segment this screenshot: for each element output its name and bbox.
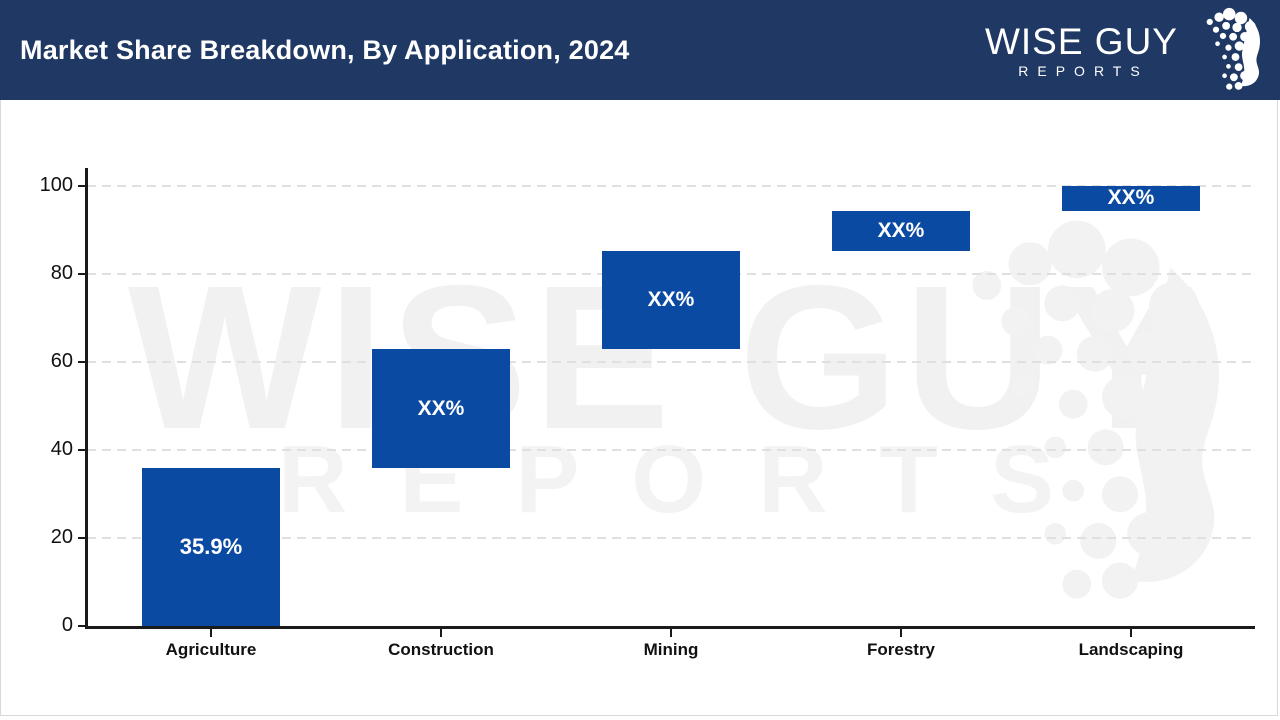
y-tick-label-80: 80 [50, 262, 73, 284]
bar-value-label: XX% [877, 218, 925, 242]
x-tick-forestry [900, 628, 902, 637]
category-label-mining: Mining [643, 640, 699, 659]
gridline-100 [87, 185, 1255, 187]
head-profile-logo-icon [1206, 7, 1261, 90]
bar-value-label: XX% [647, 287, 695, 311]
bar-value-label: XX% [1107, 186, 1155, 210]
bar-value-label: 35.9% [179, 534, 243, 559]
y-tick-20 [78, 537, 87, 539]
x-axis-line [85, 626, 1255, 629]
bar-mining: XX% [602, 250, 740, 350]
bar-agriculture: 35.9% [142, 468, 280, 626]
x-tick-agriculture [210, 628, 212, 637]
y-tick-40 [78, 449, 87, 451]
y-tick-label-40: 40 [50, 438, 73, 460]
category-label-landscaping: Landscaping [1078, 640, 1184, 659]
gridline-40 [87, 449, 1255, 451]
y-axis-line [85, 168, 88, 628]
x-tick-mining [670, 628, 672, 637]
y-tick-0 [78, 625, 87, 627]
brand-logo-text: WISE GUY REPORTS [985, 23, 1178, 78]
y-tick-label-100: 100 [39, 174, 73, 196]
gridline-20 [87, 537, 1255, 539]
brand-name: WISE GUY [984, 20, 1178, 62]
y-tick-100 [78, 185, 87, 187]
y-tick-label-60: 60 [50, 350, 73, 372]
category-label-construction: Construction [388, 640, 494, 659]
x-tick-landscaping [1130, 628, 1132, 637]
brand-subtitle: REPORTS [1018, 62, 1149, 79]
category-label-forestry: Forestry [866, 640, 936, 659]
y-tick-label-0: 0 [61, 614, 73, 636]
brand-logo: WISE GUY REPORTS [985, 7, 1262, 93]
y-tick-60 [78, 361, 87, 363]
chart-title: Market Share Breakdown, By Application, … [20, 34, 630, 65]
y-tick-label-20: 20 [50, 526, 73, 548]
category-label-agriculture: Agriculture [165, 640, 257, 659]
bar-value-label: XX% [417, 396, 465, 420]
gridline-60 [87, 361, 1255, 363]
bar-landscaping: XX% [1062, 186, 1200, 211]
bar-forestry: XX% [832, 210, 970, 251]
y-tick-80 [78, 273, 87, 275]
x-tick-construction [440, 628, 442, 637]
bar-construction: XX% [372, 349, 510, 469]
header-band: Market Share Breakdown, By Application, … [0, 0, 1280, 100]
